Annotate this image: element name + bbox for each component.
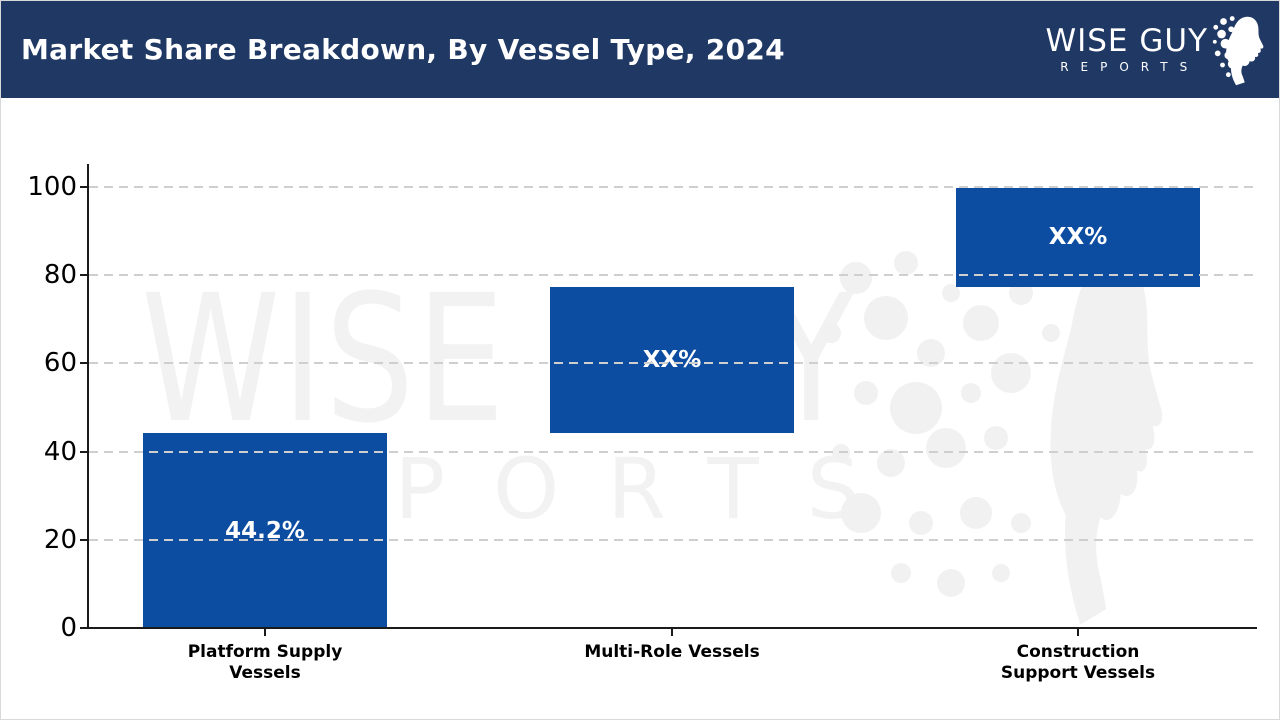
y-tick-mark-40 [80,450,88,453]
bar-construction-support-vessels: XX% [956,187,1200,288]
y-tick-label-80: 80 [43,260,77,291]
header-bar: Market Share Breakdown, By Vessel Type, … [1,1,1279,98]
y-tick-label-100: 100 [27,172,77,202]
gridline-40 [89,450,1255,453]
bar-platform-supply-vessels: 44.2% [143,433,387,628]
y-tick-mark-100 [80,186,88,188]
y-tick-mark-60 [80,362,88,365]
gridline-80 [89,274,1255,277]
logo-reports-label: REPORTS [1060,60,1200,75]
y-tick-mark-0 [80,627,88,629]
logo-wordmark: WISE GUY [1045,22,1208,59]
y-tick-label-0: 0 [60,613,77,643]
watermark-face-icon [821,251,1163,625]
y-tick-mark-80 [80,274,88,277]
x-axis-line [87,627,1257,629]
x-tick-mark-construction-support-vessels [1077,629,1079,636]
x-tick-mark-platform-supply-vessels [264,629,266,636]
wiseguy-logo: WISE GUY REPORTS [1045,11,1267,89]
bar-value-label: XX% [642,347,702,374]
y-tick-mark-20 [80,538,88,541]
x-category-label-multi-role-vessels: Multi-Role Vessels [584,642,760,662]
bar-value-label: XX% [1048,224,1108,251]
logo-text: WISE GUY REPORTS [1045,25,1208,75]
y-tick-label-40: 40 [43,436,77,467]
y-tick-label-20: 20 [43,524,77,555]
y-axis-line [87,164,89,629]
chart-title: Market Share Breakdown, By Vessel Type, … [21,33,785,66]
y-tick-label-60: 60 [43,348,77,379]
logo-face-icon [1212,15,1264,85]
x-category-label-construction-support-vessels: Construction Support Vessels [1000,642,1156,683]
gridline-100 [89,186,1255,188]
x-tick-mark-multi-role-vessels [671,629,673,636]
bar-multi-role-vessels: XX% [550,287,794,434]
gridline-20 [89,538,1255,541]
x-category-label-platform-supply-vessels: Platform Supply Vessels [187,642,343,683]
gridline-60 [89,362,1255,365]
